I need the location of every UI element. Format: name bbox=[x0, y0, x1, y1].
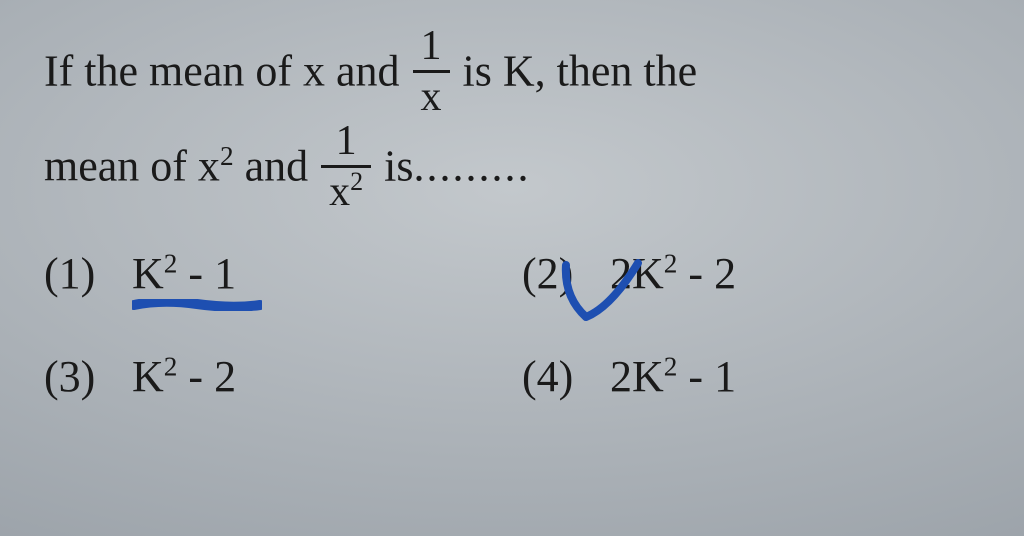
frac2-den: x2 bbox=[321, 170, 371, 214]
pen-underline-icon bbox=[132, 299, 262, 311]
page: If the mean of x and 1 x is K, then the … bbox=[0, 0, 1024, 536]
option-2[interactable]: (2) 2K2 - 2 bbox=[522, 248, 980, 299]
q-line2-sup1: 2 bbox=[220, 141, 234, 171]
q-dots: ......... bbox=[413, 142, 530, 191]
question-text: If the mean of x and 1 x is K, then the … bbox=[44, 28, 980, 218]
q-line2-b: and bbox=[245, 142, 320, 191]
option-3[interactable]: (3) K2 - 2 bbox=[44, 351, 502, 402]
frac1-den: x bbox=[413, 75, 450, 119]
q-line2-c: is bbox=[384, 142, 413, 191]
q-line1-a: If the mean of x and bbox=[44, 47, 411, 96]
option-1-expr: K2 - 1 bbox=[132, 248, 236, 299]
opt4-prefix: 2K bbox=[610, 352, 664, 401]
opt3-sup: 2 bbox=[164, 352, 178, 382]
opt2-suffix: - 2 bbox=[677, 249, 736, 298]
q-line2-a: mean of x bbox=[44, 142, 220, 191]
frac1-num: 1 bbox=[413, 24, 450, 68]
option-3-label: (3) bbox=[44, 351, 114, 402]
opt4-sup: 2 bbox=[664, 352, 678, 382]
opt3-suffix: - 2 bbox=[177, 352, 236, 401]
options-grid: (1) K2 - 1 (2) 2K2 - 2 (3) K2 - 2 bbox=[44, 248, 980, 402]
fraction-1-over-x: 1 x bbox=[413, 24, 450, 119]
q-line1-b: is K, then the bbox=[463, 47, 698, 96]
opt3-prefix: K bbox=[132, 352, 164, 401]
frac2-bar bbox=[321, 165, 371, 168]
frac1-bar bbox=[413, 70, 450, 73]
opt1-suffix: - 1 bbox=[177, 249, 236, 298]
pen-check-icon bbox=[556, 257, 646, 327]
option-3-expr: K2 - 2 bbox=[132, 351, 236, 402]
fraction-1-over-x2: 1 x2 bbox=[321, 119, 371, 214]
option-1[interactable]: (1) K2 - 1 bbox=[44, 248, 502, 299]
frac2-num: 1 bbox=[321, 119, 371, 163]
opt1-prefix: K bbox=[132, 249, 164, 298]
option-4-label: (4) bbox=[522, 351, 592, 402]
option-2-expr: 2K2 - 2 bbox=[610, 248, 736, 299]
opt1-sup: 2 bbox=[164, 249, 178, 279]
opt2-sup: 2 bbox=[664, 249, 678, 279]
option-4[interactable]: (4) 2K2 - 1 bbox=[522, 351, 980, 402]
option-1-label: (1) bbox=[44, 248, 114, 299]
opt4-suffix: - 1 bbox=[677, 352, 736, 401]
option-4-expr: 2K2 - 1 bbox=[610, 351, 736, 402]
frac2-den-sup: 2 bbox=[350, 167, 363, 196]
frac2-den-base: x bbox=[329, 169, 350, 215]
